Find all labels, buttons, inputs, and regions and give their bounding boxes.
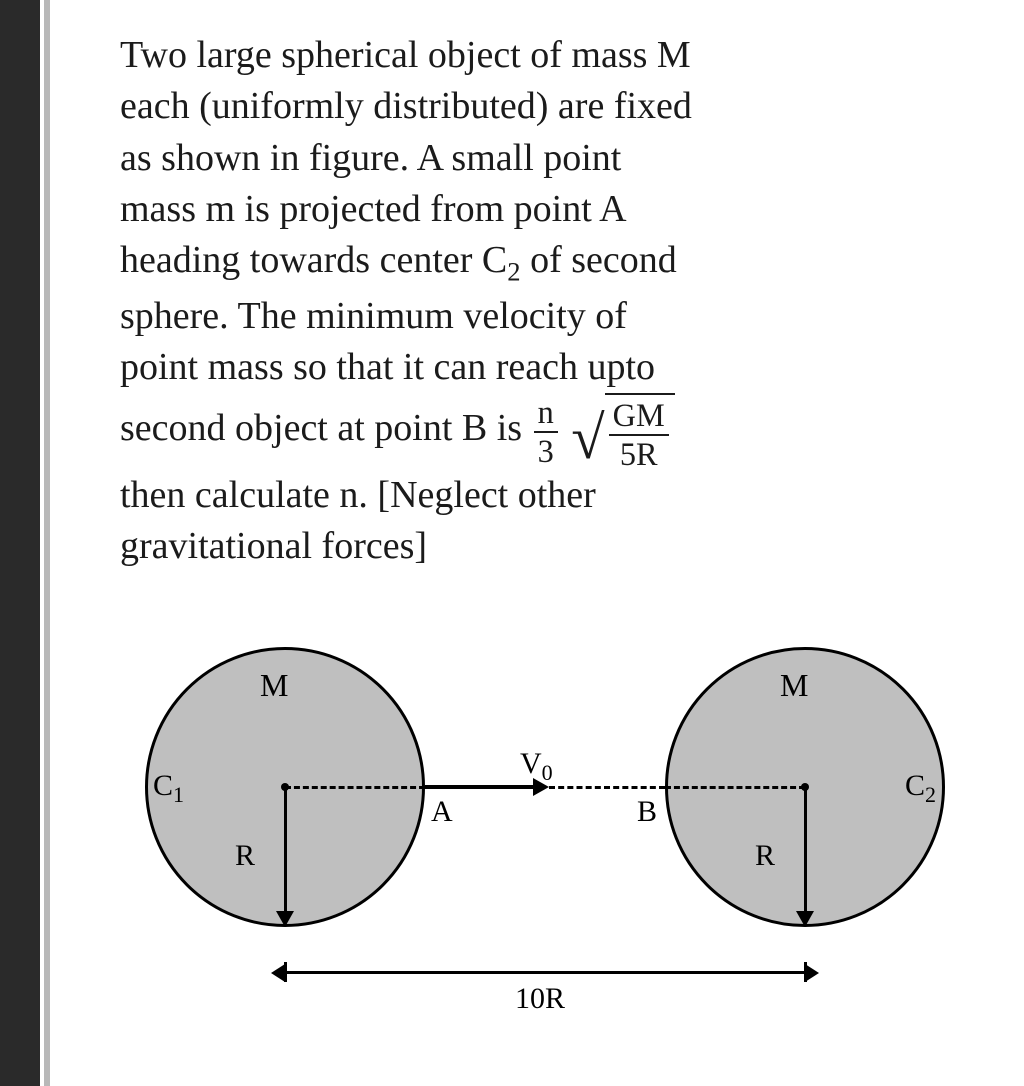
distance-line <box>285 971 805 974</box>
surd-symbol: √ <box>571 409 604 470</box>
distance-label: 10R <box>515 982 565 1016</box>
question-text: Two large spherical object of mass M eac… <box>120 30 970 572</box>
radicand: GM 5R <box>605 393 675 470</box>
left-sidebar <box>0 0 40 1086</box>
q-line5b: of second <box>521 239 677 281</box>
mass-label-1: M <box>260 667 288 704</box>
rad-den: 5R <box>609 436 669 470</box>
q-line5-sub: 2 <box>507 257 520 287</box>
q-line5a: heading towards center C <box>120 239 507 281</box>
dash-b-c2 <box>665 786 805 789</box>
q-line9: then calculate n. [Neglect other <box>120 474 596 516</box>
radius-label-1: R <box>235 839 255 873</box>
q-line10: gravitational forces] <box>120 525 427 567</box>
content-area: Two large spherical object of mass M eac… <box>120 30 970 1022</box>
formula: n 3 √ GM 5R <box>532 393 675 470</box>
center-label-2: C2 <box>905 769 936 808</box>
sqrt: √ GM 5R <box>571 393 674 470</box>
center-label-1: C1 <box>153 769 184 808</box>
dash-c1-a <box>285 786 425 789</box>
velocity-shaft <box>425 785 535 789</box>
q-line2: each (uniformly distributed) are fixed <box>120 85 692 127</box>
q-line8a: second object at point B is <box>120 407 532 449</box>
q-line6: sphere. The minimum velocity of <box>120 295 627 337</box>
frac-den: 3 <box>534 433 558 467</box>
radius-arrow-2 <box>796 911 814 927</box>
mass-label-2: M <box>780 667 808 704</box>
q-line7: point mass so that it can reach upto <box>120 346 655 388</box>
distance-arrow-right <box>805 964 819 982</box>
fraction-gm-5r: GM 5R <box>609 399 669 470</box>
radius-arrow-1 <box>276 911 294 927</box>
q-line3: as shown in figure. A small point <box>120 137 621 179</box>
radius-shaft-1 <box>284 787 287 913</box>
diagram: M C1 R M C2 R V0 A B 10R <box>130 602 950 1022</box>
radius-label-2: R <box>755 839 775 873</box>
velocity-label: V0 <box>520 747 553 786</box>
radius-shaft-2 <box>804 787 807 913</box>
point-b-label: B <box>637 795 657 829</box>
rad-num: GM <box>609 399 669 435</box>
divider-bar <box>44 0 50 1086</box>
q-line4: mass m is projected from point A <box>120 188 627 230</box>
q-line1: Two large spherical object of mass M <box>120 34 691 76</box>
point-a-label: A <box>431 795 453 829</box>
frac-num: n <box>534 396 558 432</box>
distance-arrow-left <box>271 964 285 982</box>
fraction-n-3: n 3 <box>534 396 558 467</box>
dash-tip-b <box>549 786 665 789</box>
